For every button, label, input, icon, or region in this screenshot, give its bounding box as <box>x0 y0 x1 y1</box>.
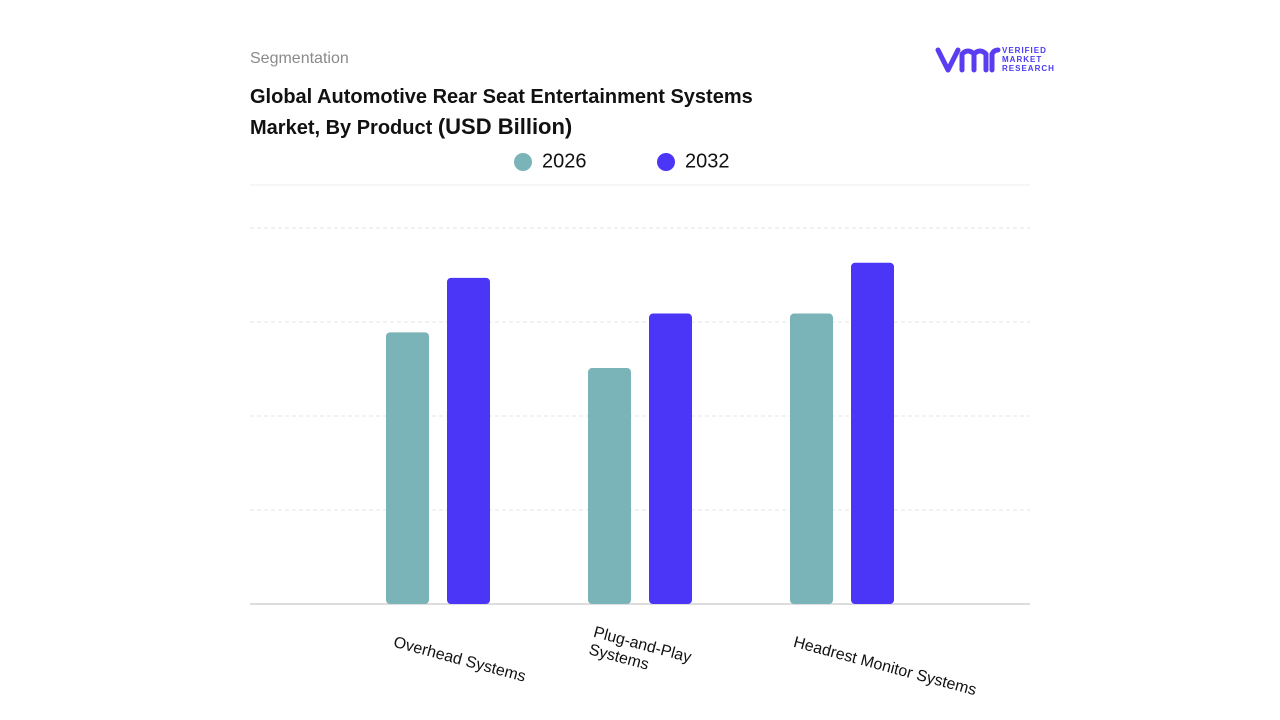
bar <box>447 277 490 604</box>
logo-mark <box>935 47 1001 73</box>
chart-title: Global Automotive Rear Seat Entertainmen… <box>250 83 790 143</box>
title-unit: (USD Billion) <box>437 114 573 139</box>
legend-swatch <box>657 153 675 171</box>
logo-line: MARKET <box>1002 55 1043 64</box>
logo-line: RESEARCH <box>1002 64 1055 73</box>
subtitle: Segmentation <box>250 50 349 67</box>
legend-swatch <box>514 153 532 171</box>
bar <box>790 313 833 604</box>
title-text: Global Automotive Rear Seat Entertainmen… <box>250 86 753 139</box>
bar <box>588 368 631 604</box>
legend-label: 2026 <box>542 150 587 172</box>
logo-text: VERIFIED MARKET RESEARCH <box>1002 46 1055 73</box>
legend-label: 2032 <box>685 150 730 172</box>
bar <box>649 313 692 604</box>
logo-line: VERIFIED <box>1002 46 1047 55</box>
bar <box>386 332 429 604</box>
bar <box>851 262 894 604</box>
